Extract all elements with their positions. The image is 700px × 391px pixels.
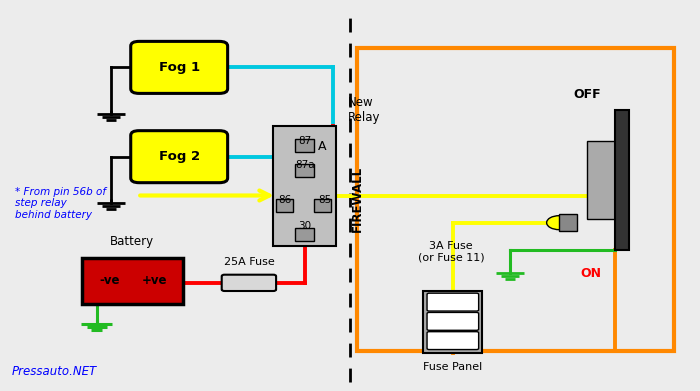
Bar — [295, 164, 314, 178]
Text: OFF: OFF — [573, 88, 601, 101]
Text: Fog 1: Fog 1 — [159, 61, 200, 74]
Text: * From pin 56b of
step relay
behind battery: * From pin 56b of step relay behind batt… — [15, 187, 106, 220]
Text: Fog 2: Fog 2 — [159, 150, 200, 163]
Text: Fuse Panel: Fuse Panel — [424, 362, 482, 373]
Text: Pressauto.NET: Pressauto.NET — [12, 365, 97, 378]
Text: 86: 86 — [278, 195, 291, 205]
Bar — [559, 214, 577, 231]
FancyBboxPatch shape — [131, 41, 228, 93]
Text: 85: 85 — [318, 195, 331, 205]
FancyBboxPatch shape — [222, 275, 276, 291]
Bar — [82, 258, 183, 304]
FancyBboxPatch shape — [427, 293, 479, 311]
Text: 30: 30 — [298, 221, 312, 231]
Text: Battery: Battery — [110, 235, 154, 248]
Bar — [357, 48, 674, 351]
Bar — [276, 199, 293, 212]
Bar — [314, 199, 331, 212]
Bar — [273, 126, 336, 246]
Text: 3A Fuse
(or Fuse 11): 3A Fuse (or Fuse 11) — [418, 241, 484, 263]
Text: 87a: 87a — [295, 160, 314, 170]
Bar — [295, 139, 314, 152]
Text: New
Relay: New Relay — [348, 96, 380, 124]
Text: ON: ON — [580, 267, 601, 280]
Bar — [424, 291, 482, 353]
Text: FIREWALL: FIREWALL — [351, 166, 364, 232]
Circle shape — [547, 216, 572, 230]
Bar — [615, 110, 629, 250]
Text: -ve: -ve — [99, 274, 120, 287]
Text: +ve: +ve — [141, 274, 167, 287]
Text: A: A — [318, 140, 326, 154]
Text: 87: 87 — [298, 136, 312, 146]
Bar — [295, 228, 314, 241]
Text: 25A Fuse: 25A Fuse — [223, 256, 274, 267]
FancyBboxPatch shape — [131, 131, 228, 183]
FancyBboxPatch shape — [427, 332, 479, 350]
FancyBboxPatch shape — [427, 312, 479, 330]
Bar — [587, 141, 622, 219]
